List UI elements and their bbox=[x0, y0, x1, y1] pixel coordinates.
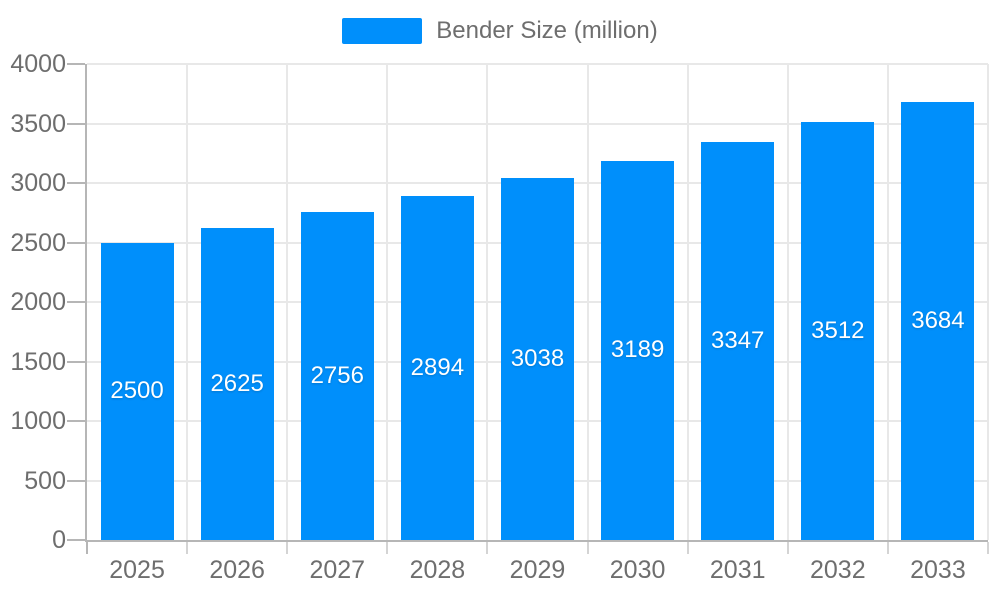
y-axis-tick bbox=[67, 301, 85, 303]
x-axis-label: 2027 bbox=[309, 556, 366, 584]
x-axis-label: 2029 bbox=[509, 556, 566, 584]
bar-value-label: 2625 bbox=[210, 369, 264, 397]
x-axis-label: 2033 bbox=[910, 556, 966, 584]
y-axis-tick bbox=[67, 122, 85, 125]
bar-value-label: 3347 bbox=[711, 326, 765, 354]
x-axis-tick bbox=[586, 542, 589, 554]
bar[interactable]: 3038 bbox=[501, 178, 574, 540]
x-axis-label: 2028 bbox=[409, 556, 466, 584]
y-axis-label: 3000 bbox=[10, 169, 66, 197]
h-gridline bbox=[87, 63, 988, 65]
y-axis-label: 0 bbox=[52, 526, 66, 554]
x-axis-tick bbox=[286, 542, 289, 554]
v-gridline bbox=[386, 64, 389, 540]
x-axis-labels: 2025 2026 2027 2028 2029 2030 2031 2032 2033 bbox=[0, 556, 1000, 596]
h-gridline bbox=[87, 122, 988, 125]
x-axis-tick bbox=[186, 542, 189, 554]
bar-value-label: 3512 bbox=[811, 317, 865, 345]
bar[interactable]: 2756 bbox=[300, 212, 374, 540]
y-axis-tick bbox=[67, 360, 85, 363]
y-axis-tick bbox=[67, 182, 85, 184]
x-axis-line bbox=[85, 540, 988, 542]
y-axis-tick bbox=[67, 539, 85, 541]
bar[interactable]: 2500 bbox=[100, 242, 174, 540]
x-axis-label: 2031 bbox=[709, 556, 766, 584]
y-axis-tick bbox=[67, 479, 85, 482]
y-axis-line bbox=[85, 64, 87, 540]
x-axis-tick bbox=[987, 542, 989, 554]
x-axis-tick bbox=[486, 542, 489, 554]
x-axis-label: 2026 bbox=[209, 556, 265, 584]
y-axis-label: 1000 bbox=[10, 407, 66, 435]
x-axis-label: 2030 bbox=[609, 556, 666, 584]
x-axis-tick bbox=[86, 542, 88, 554]
bar-value-label: 2500 bbox=[110, 377, 164, 405]
x-axis-tick bbox=[386, 542, 389, 554]
bar-value-label: 3038 bbox=[510, 345, 565, 373]
v-gridline bbox=[686, 64, 689, 540]
bar[interactable]: 2625 bbox=[200, 227, 274, 540]
y-axis-label: 1500 bbox=[10, 347, 66, 376]
bar[interactable]: 3512 bbox=[801, 122, 875, 540]
bar[interactable]: 3684 bbox=[901, 101, 975, 540]
legend-swatch bbox=[342, 18, 423, 44]
v-gridline bbox=[886, 64, 889, 540]
bar[interactable]: 2894 bbox=[400, 195, 474, 540]
x-axis-label: 2025 bbox=[109, 556, 165, 584]
y-axis-labels: 0 500 1000 1500 2000 2500 3000 3500 4000 bbox=[0, 0, 66, 600]
x-axis-label: 2032 bbox=[810, 556, 866, 584]
y-axis-label: 4000 bbox=[10, 50, 66, 78]
bar[interactable]: 3347 bbox=[701, 141, 775, 540]
v-gridline bbox=[586, 64, 589, 540]
y-axis-label: 3500 bbox=[10, 109, 66, 138]
bar-value-label: 3189 bbox=[610, 336, 665, 364]
legend[interactable]: Bender Size (million) bbox=[0, 17, 1000, 45]
y-axis-tick bbox=[67, 241, 85, 244]
y-axis-label: 2500 bbox=[10, 228, 66, 257]
v-gridline bbox=[987, 64, 989, 540]
x-axis-tick bbox=[886, 542, 889, 554]
bar[interactable]: 3189 bbox=[601, 160, 675, 540]
v-gridline bbox=[186, 64, 189, 540]
bar-value-label: 3684 bbox=[911, 306, 965, 334]
bar-value-label: 2894 bbox=[410, 353, 465, 381]
x-axis-tick bbox=[786, 542, 789, 554]
legend-label: Bender Size (million) bbox=[436, 17, 658, 44]
y-axis-tick bbox=[67, 63, 85, 65]
v-gridline bbox=[486, 64, 489, 540]
v-gridline bbox=[286, 64, 289, 540]
y-axis-tick bbox=[67, 420, 85, 422]
x-axis-tick bbox=[686, 542, 689, 554]
y-axis-label: 500 bbox=[24, 466, 66, 495]
bar-value-label: 2756 bbox=[310, 362, 364, 390]
v-gridline bbox=[786, 64, 789, 540]
plot-area: 2500 2625 2756 2894 3038 3189 3347 3512 3684 bbox=[67, 63, 989, 554]
y-axis-label: 2000 bbox=[10, 288, 66, 316]
